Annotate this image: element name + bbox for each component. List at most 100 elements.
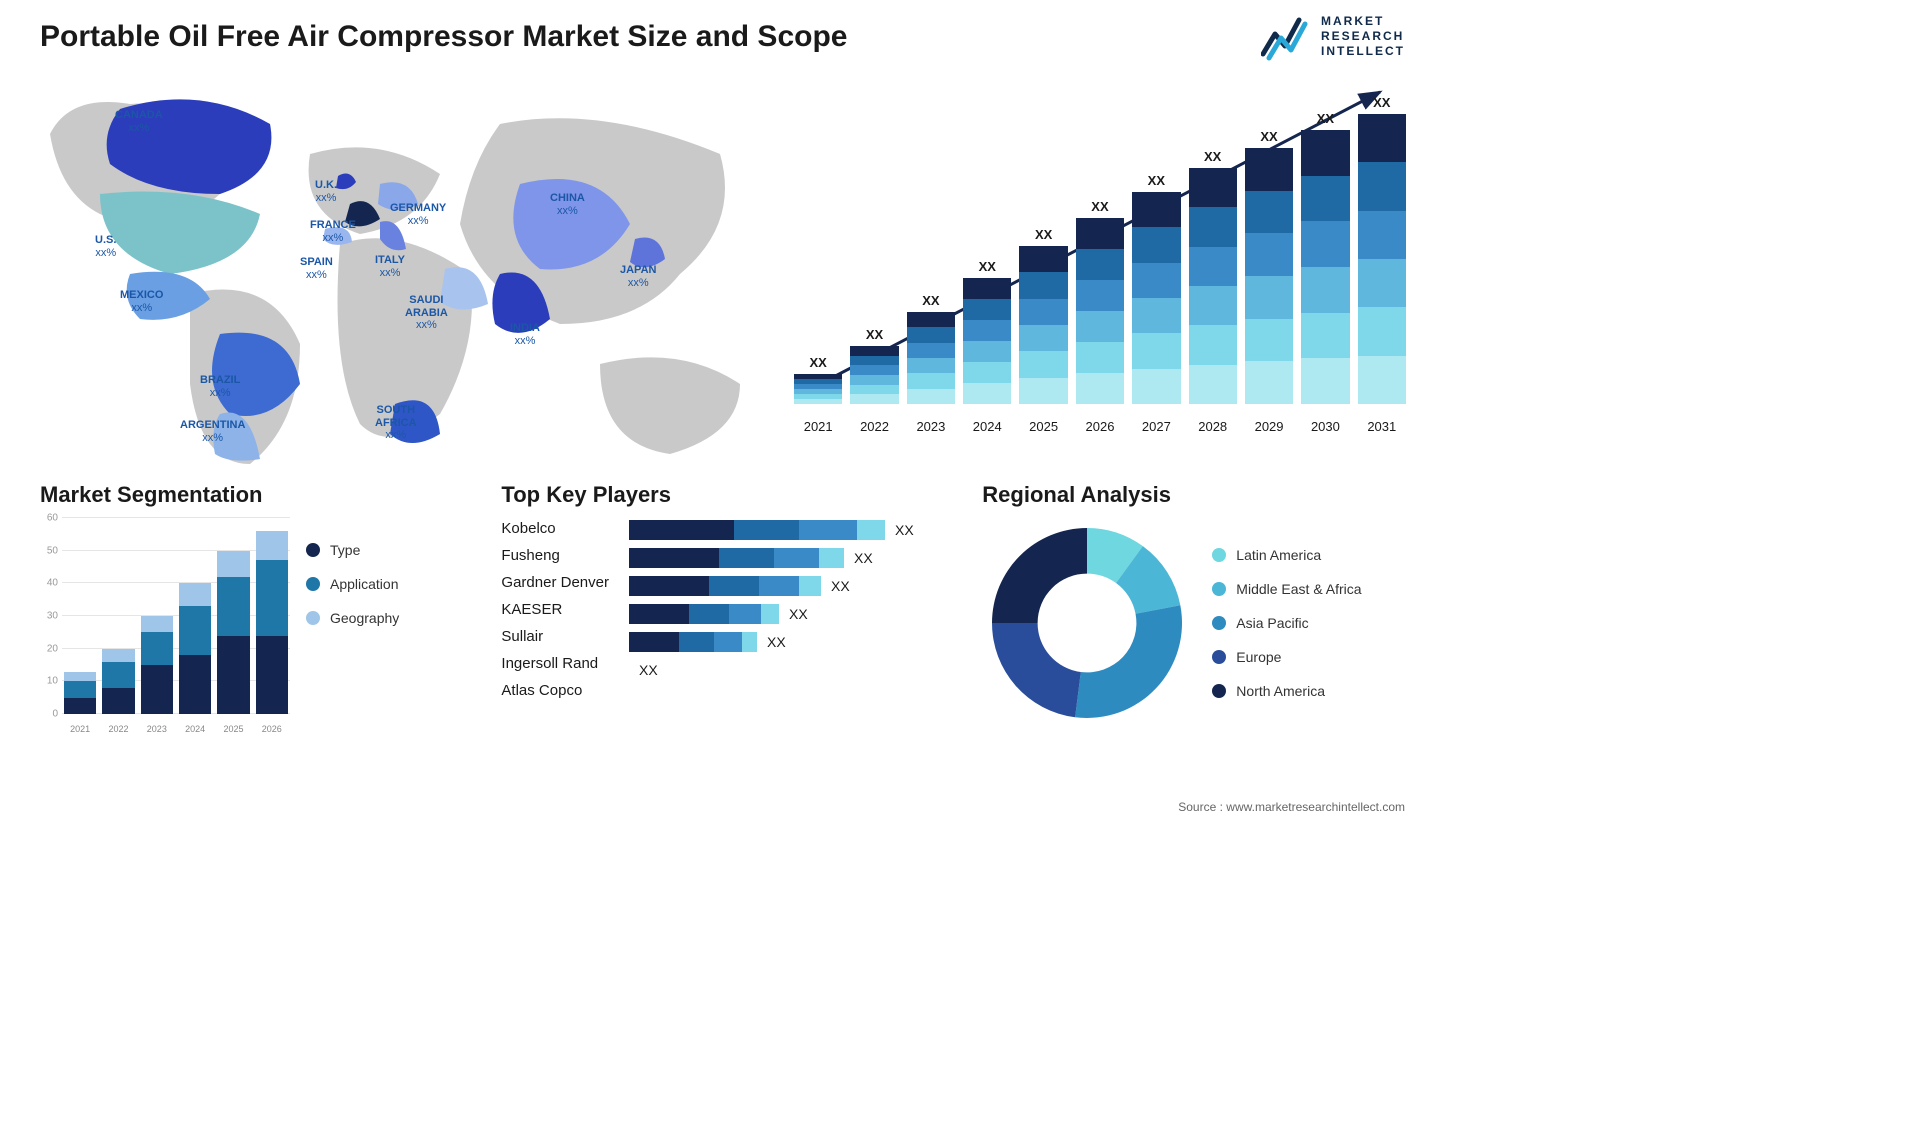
segmentation-chart: 0102030405060 202120222023202420252026 [40,518,290,738]
player-name: Kobelco [501,520,609,537]
top-row: CANADAxx%U.S.xx%MEXICOxx%BRAZILxx%ARGENT… [40,64,1410,464]
seg-y-tick: 40 [47,578,58,589]
player-name: Gardner Denver [501,574,609,591]
regional-title: Regional Analysis [982,482,1410,508]
legend-swatch-icon [306,611,320,625]
map-label: CANADAxx% [115,109,163,134]
regional-donut-chart [982,518,1192,728]
growth-bar: XX [1019,227,1067,404]
growth-bar: XX [794,355,842,404]
growth-x-label: 2026 [1076,419,1124,434]
legend-label: Application [330,576,399,592]
legend-swatch-icon [1212,616,1226,630]
legend-label: North America [1236,683,1325,699]
growth-bar-value: XX [1317,111,1334,126]
growth-bar-value: XX [979,259,996,274]
map-label: CHINAxx% [550,192,585,217]
seg-bar [64,672,96,714]
legend-swatch-icon [306,577,320,591]
legend-swatch-icon [1212,582,1226,596]
infographic-page: Portable Oil Free Air Compressor Market … [0,0,1450,820]
seg-x-label: 2023 [141,724,173,734]
map-label: INDIAxx% [510,322,540,347]
growth-bar: XX [1358,95,1406,404]
map-label: U.S.xx% [95,234,116,259]
regional-legend: Latin America Middle East & Africa Asia Pa… [1212,547,1361,699]
growth-bar-value: XX [1260,129,1277,144]
legend-label: Middle East & Africa [1236,581,1361,597]
growth-bar: XX [963,259,1011,404]
map-label: ARGENTINAxx% [180,419,245,444]
world-map: CANADAxx%U.S.xx%MEXICOxx%BRAZILxx%ARGENT… [40,64,745,464]
legend-swatch-icon [1212,548,1226,562]
players-title: Top Key Players [501,482,958,508]
map-label: SAUDIARABIAxx% [405,294,448,332]
source-attribution: Source : www.marketresearchintellect.com [1178,800,1405,814]
growth-bar-value: XX [1373,95,1390,110]
seg-y-tick: 20 [47,643,58,654]
legend-label: Europe [1236,649,1281,665]
donut-segment [992,528,1087,623]
growth-x-label: 2029 [1245,419,1293,434]
legend-label: Geography [330,610,399,626]
player-bar-row: XX [629,576,958,596]
legend-label: Type [330,542,360,558]
player-name: Fusheng [501,547,609,564]
legend-item: Geography [306,610,399,626]
player-name: KAESER [501,601,609,618]
regional-panel: Regional Analysis Latin America Middle Ea… [982,482,1410,738]
player-bar-value: XX [639,662,658,678]
legend-item: Application [306,576,399,592]
seg-x-label: 2022 [102,724,134,734]
growth-x-label: 2031 [1358,419,1406,434]
segmentation-title: Market Segmentation [40,482,477,508]
growth-bar: XX [1076,199,1124,404]
growth-x-label: 2021 [794,419,842,434]
growth-x-label: 2028 [1189,419,1237,434]
seg-x-label: 2024 [179,724,211,734]
seg-y-tick: 10 [47,676,58,687]
player-name: Ingersoll Rand [501,655,609,672]
growth-bar: XX [1189,149,1237,404]
player-bar-value: XX [895,522,914,538]
legend-item: Middle East & Africa [1212,581,1361,597]
growth-bar: XX [1245,129,1293,404]
growth-x-label: 2027 [1132,419,1180,434]
growth-x-label: 2024 [963,419,1011,434]
legend-item: North America [1212,683,1361,699]
player-bar-value: XX [854,550,873,566]
growth-bar-value: XX [922,293,939,308]
seg-x-label: 2021 [64,724,96,734]
legend-swatch-icon [1212,684,1226,698]
growth-bar-value: XX [1148,173,1165,188]
segmentation-legend: Type Application Geography [306,518,399,738]
growth-bar-value: XX [810,355,827,370]
player-bar-value: XX [767,634,786,650]
legend-item: Asia Pacific [1212,615,1361,631]
growth-bar: XX [850,327,898,404]
map-label: GERMANYxx% [390,202,446,227]
map-label: SOUTHAFRICAxx% [375,404,417,442]
map-label: U.K.xx% [315,179,337,204]
legend-label: Asia Pacific [1236,615,1308,631]
donut-segment [1075,605,1182,718]
legend-item: Latin America [1212,547,1361,563]
player-bar-value: XX [831,578,850,594]
growth-x-label: 2023 [907,419,955,434]
growth-bar: XX [1132,173,1180,404]
seg-y-tick: 0 [52,709,58,720]
growth-bar-value: XX [866,327,883,342]
legend-swatch-icon [1212,650,1226,664]
bottom-row: Market Segmentation 0102030405060 202120… [40,482,1410,738]
player-bar-row: XX [629,604,958,624]
player-name: Sullair [501,628,609,645]
legend-swatch-icon [306,543,320,557]
seg-bar [102,649,134,714]
growth-bar-value: XX [1035,227,1052,242]
donut-segment [992,623,1081,717]
player-bar-row: XX [629,548,958,568]
growth-bar-chart: XX XX XX XX XX XX XX XX XX XX XX 2021 2022 2023 2024 2… [790,64,1410,444]
player-name: Atlas Copco [501,682,609,699]
growth-x-label: 2022 [850,419,898,434]
logo-text: MARKET RESEARCH INTELLECT [1321,14,1405,59]
